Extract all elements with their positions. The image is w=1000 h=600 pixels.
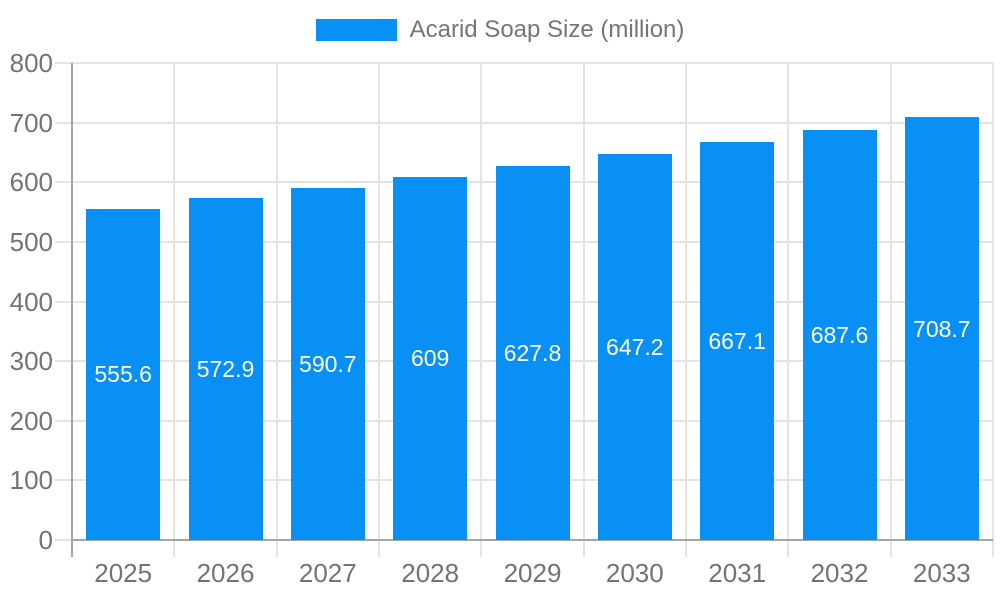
bar [393,176,468,540]
v-gridline [889,63,892,557]
y-axis-label: 0 [38,525,53,555]
y-axis-label: 800 [9,48,53,78]
legend: Acarid Soap Size (million) [0,16,1000,44]
v-gridline [378,63,380,557]
y-axis-label: 400 [9,286,53,317]
v-gridline [173,63,176,557]
y-axis-label: 300 [9,346,53,377]
x-axis-label: 2031 [708,558,767,588]
v-gridline [787,63,790,557]
bar [802,130,877,540]
x-axis-label: 2032 [810,558,869,588]
y-axis-label: 600 [9,167,53,198]
x-axis-label: 2025 [94,558,153,588]
v-gridline [582,63,585,557]
y-axis-label: 200 [9,405,53,436]
y-axis-label: 500 [9,226,53,257]
bar-value-label: 555.6 [94,361,152,388]
v-gridline [275,63,278,557]
bar [700,142,775,540]
x-axis-label: 2029 [503,558,562,588]
bar-value-label: 590.7 [299,350,357,377]
bar [904,117,979,540]
bar [290,187,365,540]
v-gridline [685,63,687,557]
v-gridline [992,63,994,557]
legend-label: Acarid Soap Size (million) [409,16,685,43]
x-axis-label: 2033 [912,558,971,588]
bar-value-label: 647.2 [606,334,664,361]
bar-value-label: 627.8 [503,339,562,366]
bar-value-label: 687.6 [810,322,869,348]
bar [86,208,161,540]
bar-value-label: 708.7 [913,315,971,342]
h-gridline [55,62,993,64]
bar-value-label: 667.1 [708,328,766,355]
x-axis-label: 2030 [605,558,664,588]
x-axis-label: 2028 [401,558,460,588]
x-axis-label: 2026 [196,558,255,588]
legend-swatch [315,19,397,41]
x-axis-line [71,539,993,541]
bar [597,154,672,540]
bar [188,198,263,540]
y-axis-tick [55,539,72,541]
bar-value-label: 609 [410,345,450,372]
bar-value-label: 572.9 [196,356,255,383]
bar [495,165,570,540]
y-axis-line [71,63,73,557]
h-gridline [55,121,993,124]
y-axis-label: 100 [9,465,53,496]
v-gridline [480,63,483,557]
y-axis-label: 700 [9,107,53,138]
x-axis-label: 2027 [298,558,357,588]
